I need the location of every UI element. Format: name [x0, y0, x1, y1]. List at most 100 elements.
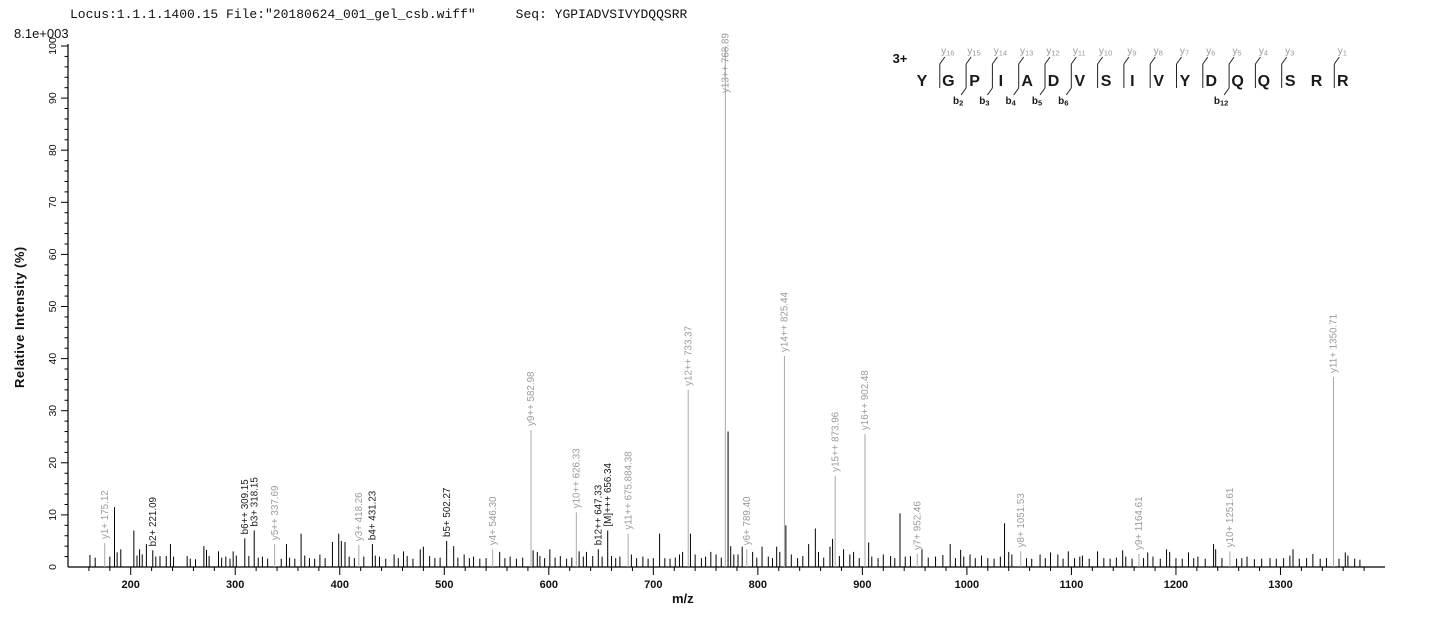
y-ion-label: y6	[1206, 46, 1215, 58]
x-axis-tick-label: 1200	[1164, 579, 1188, 591]
y-axis-tick-label: 20	[47, 457, 59, 469]
locus-file-label: Locus:1.1.1.1400.15 File:"20180624_001_g…	[70, 7, 476, 22]
b-ion-label: b6	[1058, 96, 1068, 108]
b-ion-label: b12	[1214, 96, 1228, 108]
fragment-bracket-top	[1228, 56, 1235, 65]
y-axis-tick-label: 90	[47, 92, 59, 104]
y-axis-tick-label: 60	[47, 248, 59, 260]
fragment-bracket-top	[1070, 56, 1077, 65]
x-axis-tick-label: 900	[853, 579, 871, 591]
peak-label: [M]+++ 656.34	[603, 463, 614, 527]
y-axis-tick-label: 50	[47, 301, 59, 313]
y-ion-label: y1	[1338, 46, 1347, 58]
peptide-residue: S	[1101, 73, 1112, 90]
b-ion-label: b4	[1006, 96, 1017, 108]
peak-label: y14++ 825.44	[780, 292, 791, 352]
peak-label: y8+ 1051.53	[1016, 493, 1027, 548]
x-axis-tick-label: 500	[435, 579, 453, 591]
fragment-bracket-top	[939, 56, 946, 65]
fragment-bracket-bottom	[986, 87, 993, 96]
peptide-residue: Y	[917, 73, 928, 90]
peptide-residue: D	[1048, 73, 1060, 90]
fragment-bracket-top	[1149, 56, 1156, 65]
fragment-bracket-top	[1281, 56, 1288, 65]
fragment-bracket-bottom	[960, 87, 967, 96]
peak-label: y4+ 546.30	[488, 496, 499, 545]
y-ion-label: y7	[1180, 46, 1189, 58]
x-axis-title: m/z	[672, 591, 694, 606]
fragment-bracket-top	[1202, 56, 1209, 65]
peptide-residue: I	[999, 73, 1003, 90]
peak-label: b6++ 309.15	[240, 479, 251, 535]
fragment-bracket-bottom	[1223, 87, 1230, 96]
b-ion-label: b3	[979, 96, 989, 108]
y-ion-label: y4	[1259, 46, 1268, 58]
peak-label: y10+ 1251.61	[1225, 488, 1236, 548]
spectrum-peaks	[89, 46, 1361, 567]
peptide-residue: D	[1206, 73, 1218, 90]
fragment-bracket-top	[991, 56, 998, 65]
fragment-bracket-bottom	[1065, 87, 1072, 96]
fragment-bracket-top	[1097, 56, 1104, 65]
peptide-residue: V	[1153, 73, 1164, 90]
peak-label: b2+ 221.09	[148, 497, 159, 546]
y-ion-label: y8	[1154, 46, 1163, 58]
y-axis-tick-label: 70	[47, 196, 59, 208]
peak-label: y15++ 873.96	[830, 411, 841, 471]
header-line: Locus:1.1.1.1400.15 File:"20180624_001_g…	[70, 7, 687, 22]
y-ion-label: y10	[1099, 46, 1112, 58]
y-axis-tick-label: 10	[47, 509, 59, 521]
fragment-bracket-top	[965, 56, 972, 65]
y-ion-label: y3	[1285, 46, 1294, 58]
peptide-residue: Q	[1258, 73, 1270, 90]
x-axis-tick-label: 800	[749, 579, 767, 591]
peak-label: b5+ 502.27	[442, 488, 453, 537]
peak-label: b4+ 431.23	[368, 490, 379, 540]
x-axis-tick-label: 300	[226, 579, 244, 591]
peptide-residue: I	[1130, 73, 1134, 90]
b-ion-label: b2	[953, 96, 963, 108]
y-ion-label: y15	[967, 46, 980, 58]
x-axis-tick-label: 700	[644, 579, 662, 591]
x-axis-tick-label: 1000	[955, 579, 979, 591]
y-axis-tick-label: 40	[47, 353, 59, 365]
peak-label: b3+ 318.15	[249, 477, 260, 527]
x-axis-tick-label: 200	[122, 579, 140, 591]
y-ion-label: y13	[1020, 46, 1033, 58]
intensity-scale-note: 8.1e+003	[14, 26, 69, 41]
peak-label: y12++ 733.37	[683, 326, 694, 386]
peak-label: b12++ 647.33	[593, 484, 604, 545]
peak-label: y9++ 582.98	[526, 371, 537, 426]
y-ion-label: y16	[941, 46, 954, 58]
peak-label: y16++ 902.48	[860, 370, 871, 430]
peptide-residue: Q	[1231, 73, 1243, 90]
x-axis-tick-label: 1300	[1268, 579, 1292, 591]
y-axis-tick-label: 100	[47, 37, 59, 55]
peak-label: y11+ 1350.71	[1329, 314, 1340, 373]
y-ion-label: y5	[1233, 46, 1242, 58]
fragment-bracket-top	[1254, 56, 1261, 65]
peptide-residue: A	[1021, 73, 1033, 90]
peak-label: y10++ 626.33	[572, 448, 583, 508]
peptide-residue: R	[1337, 73, 1349, 90]
peptide-residue: R	[1311, 73, 1323, 90]
precursor-charge-label: 3+	[893, 51, 908, 66]
fragment-bracket-bottom	[1013, 87, 1020, 96]
peak-label: y7+ 952.46	[912, 501, 923, 550]
plot-area[interactable]	[68, 46, 1385, 567]
sequence-label: Seq: YGPIADVSIVYDQQSRR	[515, 7, 688, 22]
x-axis-tick-label: 1100	[1059, 579, 1083, 591]
y-axis-tick-label: 80	[47, 144, 59, 156]
y-ion-label: y14	[994, 46, 1007, 58]
fragment-bracket-top	[1123, 56, 1130, 65]
peptide-residue: V	[1074, 73, 1085, 90]
fragment-bracket-bottom	[1039, 87, 1046, 96]
y-axis-tick-label: 0	[47, 564, 59, 570]
x-axis-tick-label: 400	[331, 579, 349, 591]
peak-label: y13++ 768.89	[721, 33, 732, 93]
peak-label: y1+ 175.12	[100, 490, 111, 539]
y-axis-title: Relative Intensity (%)	[12, 246, 27, 388]
